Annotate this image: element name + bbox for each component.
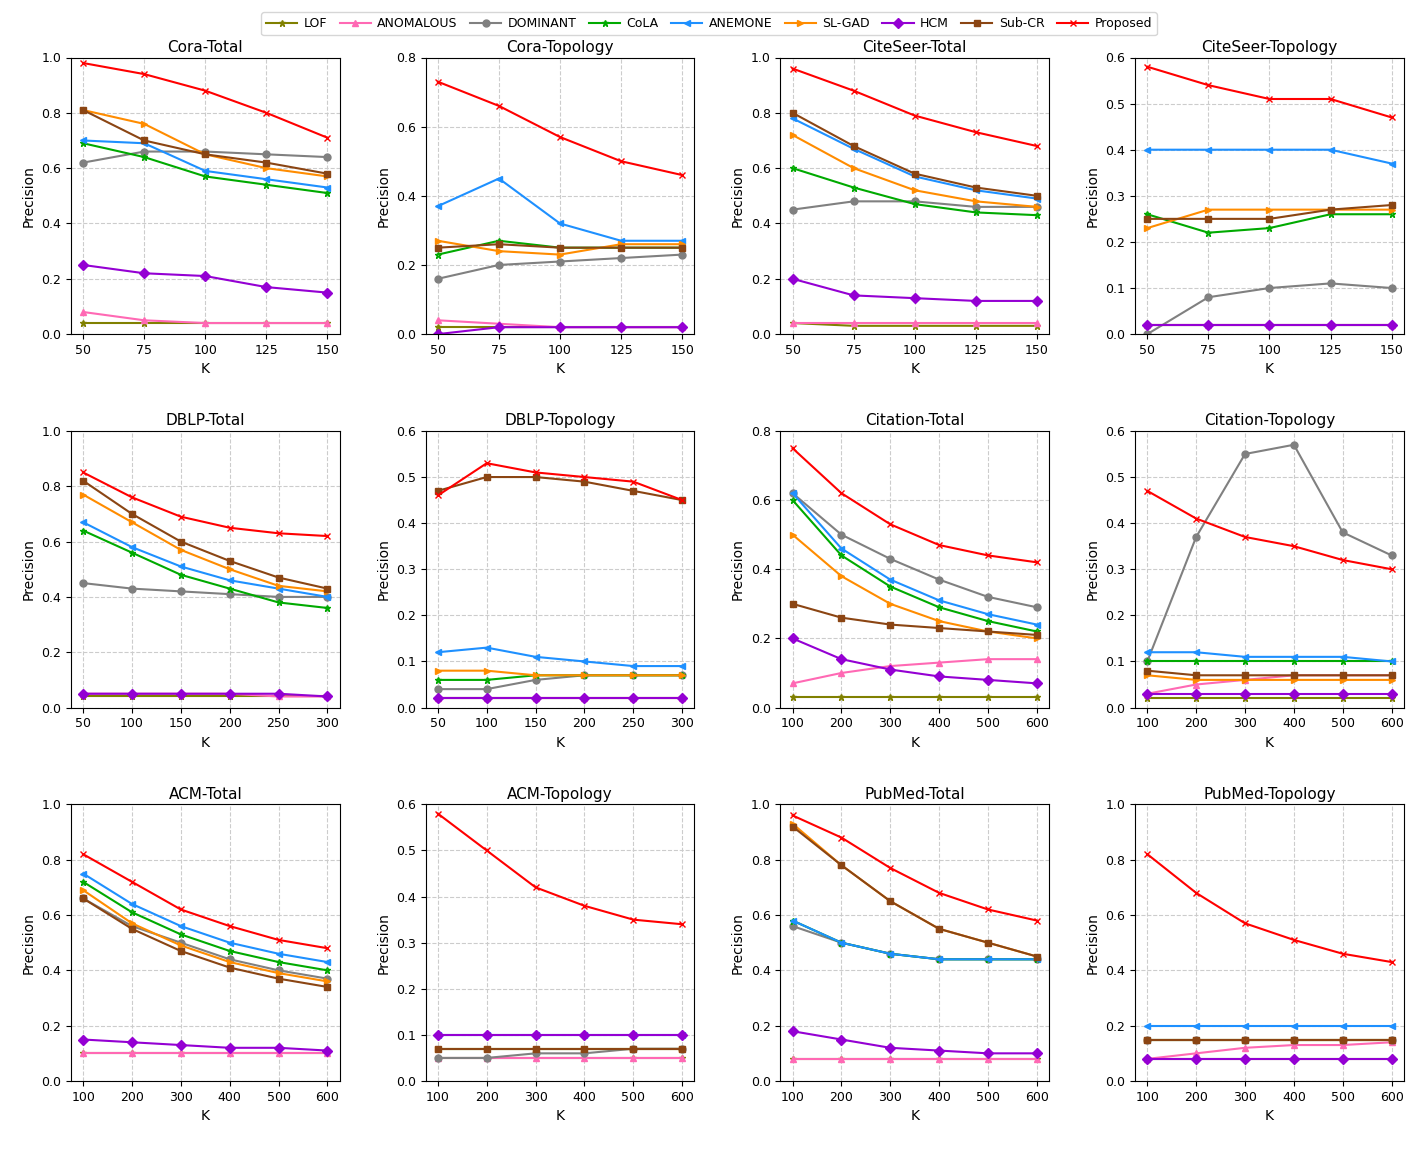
X-axis label: K: K <box>910 736 919 750</box>
Y-axis label: Precision: Precision <box>376 538 390 600</box>
Title: CiteSeer-Total: CiteSeer-Total <box>862 40 967 55</box>
X-axis label: K: K <box>1265 736 1273 750</box>
X-axis label: K: K <box>556 736 564 750</box>
Title: ACM-Total: ACM-Total <box>169 787 242 802</box>
Title: DBLP-Topology: DBLP-Topology <box>505 413 615 429</box>
Y-axis label: Precision: Precision <box>732 538 744 600</box>
X-axis label: K: K <box>201 1110 210 1124</box>
X-axis label: K: K <box>201 736 210 750</box>
X-axis label: K: K <box>556 362 564 376</box>
Title: Cora-Total: Cora-Total <box>167 40 242 55</box>
Y-axis label: Precision: Precision <box>1086 164 1100 227</box>
Y-axis label: Precision: Precision <box>21 912 35 974</box>
X-axis label: K: K <box>910 362 919 376</box>
X-axis label: K: K <box>910 1110 919 1124</box>
Title: PubMed-Total: PubMed-Total <box>865 787 966 802</box>
Title: DBLP-Total: DBLP-Total <box>166 413 245 429</box>
X-axis label: K: K <box>1265 362 1273 376</box>
Title: Citation-Total: Citation-Total <box>865 413 964 429</box>
Legend: LOF, ANOMALOUS, DOMINANT, CoLA, ANEMONE, SL-GAD, HCM, Sub-CR, Proposed: LOF, ANOMALOUS, DOMINANT, CoLA, ANEMONE,… <box>261 12 1157 34</box>
Y-axis label: Precision: Precision <box>21 538 35 600</box>
Title: ACM-Topology: ACM-Topology <box>508 787 613 802</box>
Title: CiteSeer-Topology: CiteSeer-Topology <box>1201 40 1337 55</box>
X-axis label: K: K <box>1265 1110 1273 1124</box>
Title: Citation-Topology: Citation-Topology <box>1204 413 1336 429</box>
Y-axis label: Precision: Precision <box>1086 538 1100 600</box>
Y-axis label: Precision: Precision <box>732 164 744 227</box>
X-axis label: K: K <box>201 362 210 376</box>
X-axis label: K: K <box>556 1110 564 1124</box>
Y-axis label: Precision: Precision <box>376 164 390 227</box>
Title: PubMed-Topology: PubMed-Topology <box>1204 787 1336 802</box>
Title: Cora-Topology: Cora-Topology <box>506 40 614 55</box>
Y-axis label: Precision: Precision <box>376 912 390 974</box>
Y-axis label: Precision: Precision <box>732 912 744 974</box>
Y-axis label: Precision: Precision <box>21 164 35 227</box>
Y-axis label: Precision: Precision <box>1086 912 1100 974</box>
